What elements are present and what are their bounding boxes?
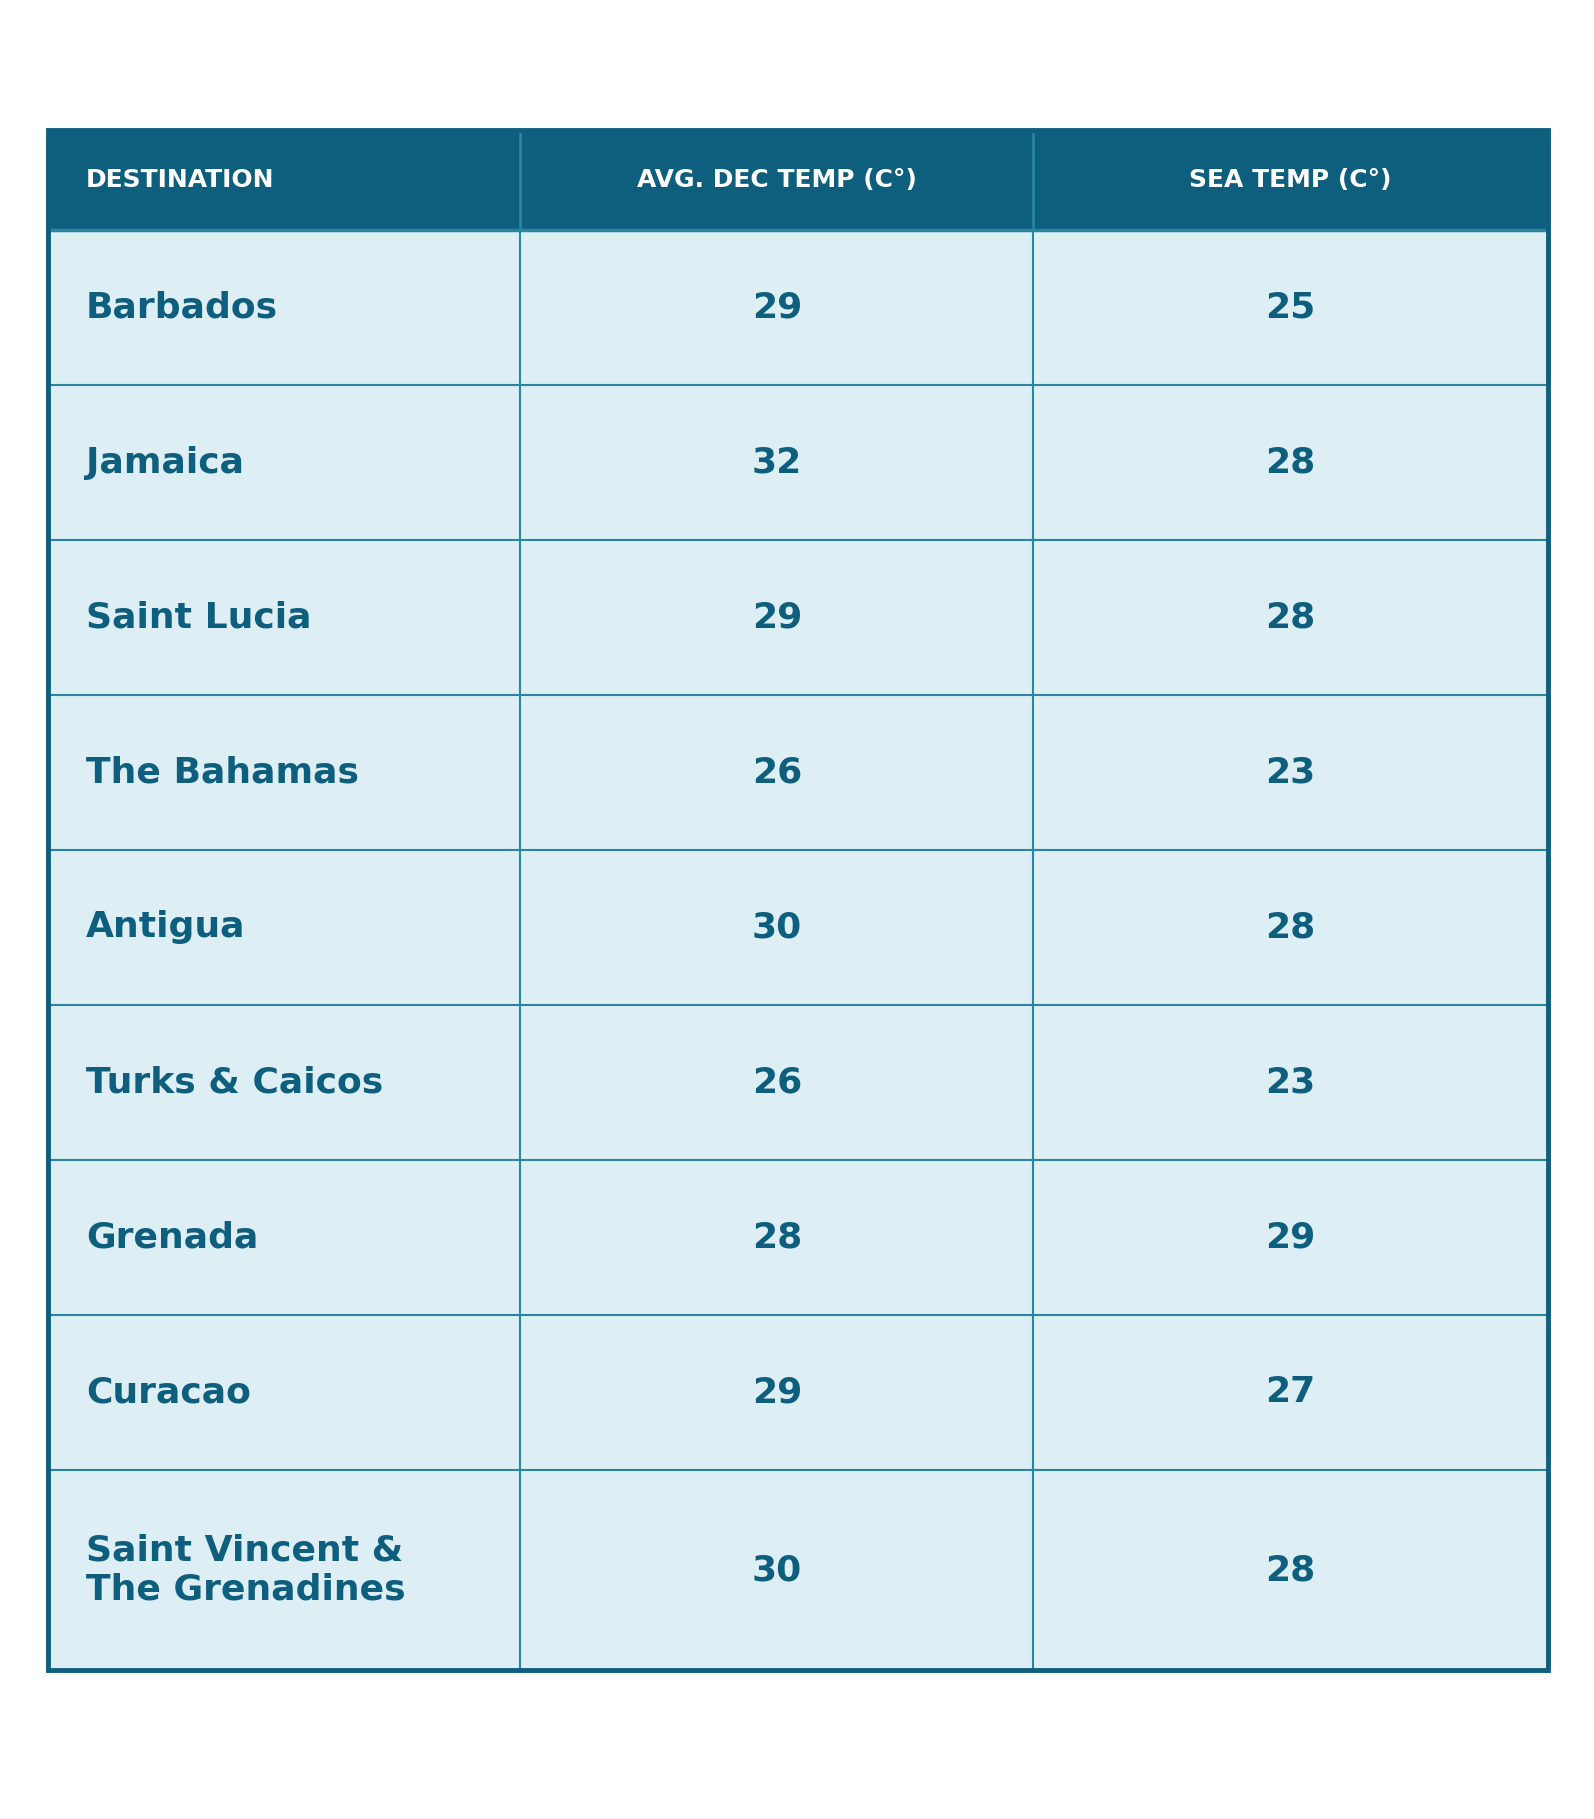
Text: 29: 29 <box>752 291 802 324</box>
Text: Grenada: Grenada <box>86 1221 258 1255</box>
Text: 29: 29 <box>752 1375 802 1410</box>
Text: Saint Lucia: Saint Lucia <box>86 600 311 635</box>
Bar <box>48 229 1548 386</box>
Text: Turks & Caicos: Turks & Caicos <box>86 1066 383 1099</box>
Text: 23: 23 <box>1266 755 1317 789</box>
Text: 29: 29 <box>1266 1221 1317 1255</box>
Text: 29: 29 <box>752 600 802 635</box>
Text: Antigua: Antigua <box>86 911 245 944</box>
Text: Saint Vincent &
The Grenadines: Saint Vincent & The Grenadines <box>86 1533 405 1606</box>
Bar <box>48 129 1548 1670</box>
Bar <box>48 129 1548 229</box>
Text: 32: 32 <box>752 446 802 480</box>
Bar <box>48 386 1548 540</box>
Text: AVG. DEC TEMP (C°): AVG. DEC TEMP (C°) <box>638 167 917 193</box>
Text: 28: 28 <box>1266 911 1317 944</box>
Text: Curacao: Curacao <box>86 1375 250 1410</box>
Text: 28: 28 <box>1266 600 1317 635</box>
Bar <box>48 1161 1548 1315</box>
Bar <box>48 1315 1548 1470</box>
Text: The Bahamas: The Bahamas <box>86 755 359 789</box>
Bar <box>48 540 1548 695</box>
Text: 28: 28 <box>1266 446 1317 480</box>
Text: 26: 26 <box>752 755 802 789</box>
Bar <box>48 1006 1548 1161</box>
Bar <box>48 849 1548 1006</box>
Text: 25: 25 <box>1266 291 1317 324</box>
Text: Jamaica: Jamaica <box>86 446 244 480</box>
Text: SEA TEMP (C°): SEA TEMP (C°) <box>1189 167 1392 193</box>
Text: 23: 23 <box>1266 1066 1317 1099</box>
Text: 28: 28 <box>752 1221 802 1255</box>
Text: 27: 27 <box>1266 1375 1317 1410</box>
Text: Barbados: Barbados <box>86 291 277 324</box>
Text: 28: 28 <box>1266 1553 1317 1586</box>
Text: 30: 30 <box>752 1553 802 1586</box>
Text: 30: 30 <box>752 911 802 944</box>
Bar <box>48 1470 1548 1670</box>
Text: 26: 26 <box>752 1066 802 1099</box>
Text: DESTINATION: DESTINATION <box>86 167 274 193</box>
Bar <box>48 695 1548 849</box>
